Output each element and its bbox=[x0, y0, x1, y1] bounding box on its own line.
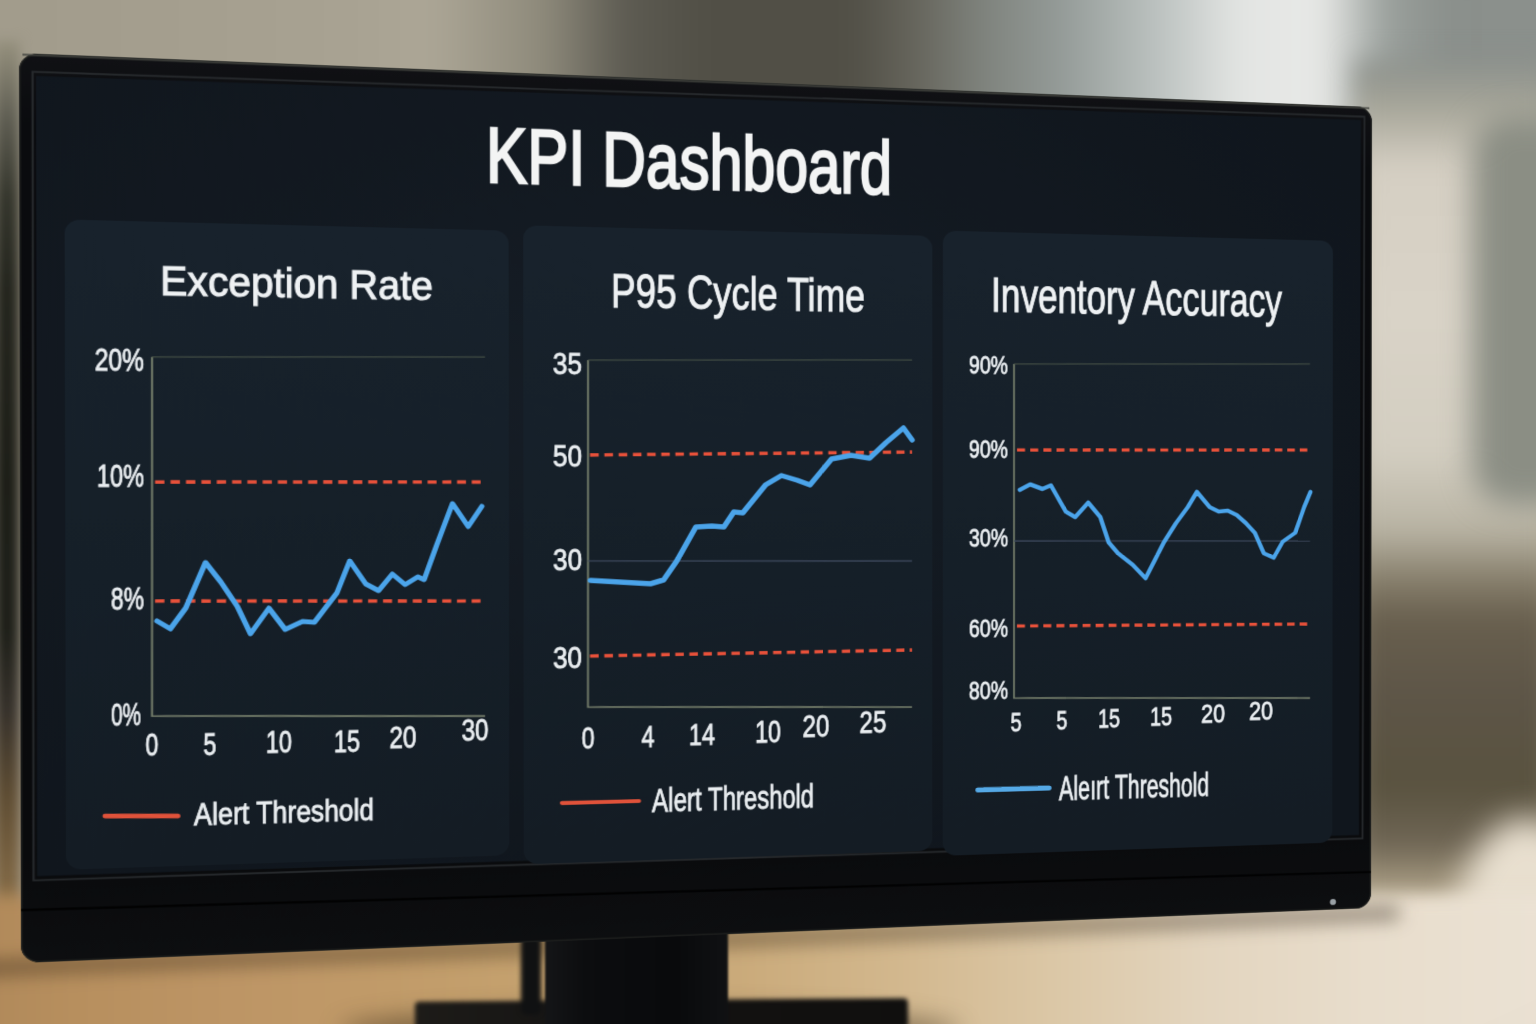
svg-text:5: 5 bbox=[1056, 706, 1067, 736]
svg-text:50: 50 bbox=[553, 439, 582, 473]
svg-text:14: 14 bbox=[689, 719, 715, 753]
svg-text:20: 20 bbox=[1249, 696, 1273, 725]
svg-text:15: 15 bbox=[1150, 702, 1172, 732]
svg-text:P95 Cycle Time: P95 Cycle Time bbox=[611, 264, 865, 322]
svg-text:0%: 0% bbox=[111, 699, 141, 734]
svg-text:4: 4 bbox=[641, 721, 654, 755]
svg-text:20: 20 bbox=[803, 710, 830, 744]
svg-text:30: 30 bbox=[462, 713, 489, 747]
svg-text:10: 10 bbox=[755, 716, 781, 750]
svg-text:KPI Dashboard: KPI Dashboard bbox=[486, 111, 892, 210]
svg-text:0: 0 bbox=[145, 727, 158, 761]
svg-text:0: 0 bbox=[581, 721, 594, 755]
svg-text:Exception Rate: Exception Rate bbox=[160, 257, 433, 310]
svg-text:80%: 80% bbox=[969, 677, 1008, 706]
svg-text:5: 5 bbox=[1010, 708, 1021, 738]
svg-text:90%: 90% bbox=[969, 436, 1008, 464]
svg-text:Inventory Accuracy: Inventory Accuracy bbox=[991, 268, 1282, 328]
svg-text:8%: 8% bbox=[111, 583, 144, 617]
svg-text:30: 30 bbox=[553, 642, 582, 676]
svg-text:20%: 20% bbox=[95, 344, 144, 379]
svg-text:35: 35 bbox=[553, 347, 582, 381]
svg-text:60%: 60% bbox=[969, 615, 1008, 644]
svg-text:15: 15 bbox=[334, 725, 360, 759]
svg-text:Alert Threshold: Alert Threshold bbox=[652, 778, 814, 820]
svg-text:30: 30 bbox=[553, 544, 582, 578]
svg-text:10: 10 bbox=[266, 726, 292, 760]
svg-text:5: 5 bbox=[203, 727, 216, 761]
svg-text:10%: 10% bbox=[97, 460, 144, 494]
svg-text:15: 15 bbox=[1098, 704, 1120, 734]
svg-text:90%: 90% bbox=[969, 351, 1008, 380]
svg-text:30%: 30% bbox=[969, 524, 1008, 552]
svg-text:25: 25 bbox=[859, 706, 886, 740]
svg-text:20: 20 bbox=[1201, 699, 1225, 729]
svg-text:Alert Threshold: Alert Threshold bbox=[194, 793, 374, 833]
svg-text:20: 20 bbox=[389, 722, 416, 756]
svg-text:Aleırt Threshold: Aleırt Threshold bbox=[1059, 768, 1209, 808]
